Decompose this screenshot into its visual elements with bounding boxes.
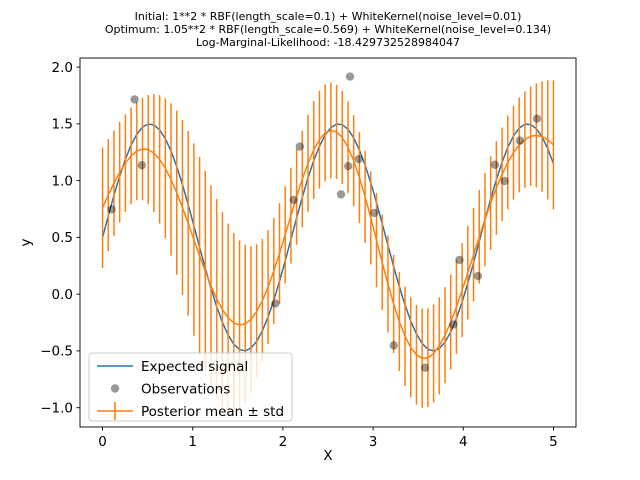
observation-dot xyxy=(473,271,483,281)
legend: Expected signal Observations Posterior mea… xyxy=(88,352,293,422)
observation-dot xyxy=(515,136,525,145)
title-line-optimum: Optimum: 1.05**2 * RBF(length_scale=0.56… xyxy=(104,23,552,37)
x-tick-label: 1 xyxy=(188,434,197,450)
observation-dot xyxy=(295,142,305,151)
x-tick-label: 3 xyxy=(369,434,378,450)
legend-label: Observations xyxy=(141,382,230,398)
observation-dot xyxy=(271,299,280,308)
y-axis: −1.0 −0.5 0.0 0.5 1.0 1.5 2.0 y xyxy=(18,60,80,417)
y-tick-label: 0.0 xyxy=(52,287,73,303)
x-axis: 0 1 2 3 4 5 X xyxy=(98,427,558,464)
y-tick-label: −1.0 xyxy=(40,401,73,417)
x-tick-label: 2 xyxy=(279,434,288,450)
y-tick-label: −0.5 xyxy=(40,344,73,360)
expected-signal-line xyxy=(101,123,555,352)
x-tick-label: 0 xyxy=(98,434,107,450)
legend-dot-sample xyxy=(110,384,120,393)
observation-dot xyxy=(449,320,458,329)
chart-title: Initial: 1**2 * RBF(length_scale=0.1) + … xyxy=(80,10,576,50)
observation-dot xyxy=(389,341,398,350)
y-tick-label: 0.5 xyxy=(52,230,73,246)
y-tick-label: 1.0 xyxy=(52,173,73,189)
y-axis-label: y xyxy=(18,239,34,247)
observations-points xyxy=(107,72,542,372)
observation-dot xyxy=(344,161,353,171)
observation-dot xyxy=(345,72,355,81)
posterior-mean-line xyxy=(101,129,554,359)
legend-label: Expected signal xyxy=(141,359,248,375)
observation-dot xyxy=(455,255,464,265)
x-tick-label: 4 xyxy=(459,434,468,450)
observation-dot xyxy=(490,160,500,169)
observation-dot xyxy=(370,208,379,218)
observation-dot xyxy=(500,176,509,186)
x-tick-label: 5 xyxy=(549,434,558,450)
legend-label: Posterior mean ± std xyxy=(141,404,284,420)
observation-dot xyxy=(532,114,542,123)
observation-dot xyxy=(354,154,363,164)
legend-box xyxy=(88,352,293,422)
title-line-lml: Log-Marginal-Likelihood: -18.42973252898… xyxy=(195,36,461,50)
title-line-initial: Initial: 1**2 * RBF(length_scale=0.1) + … xyxy=(134,10,522,23)
y-tick-label: 1.5 xyxy=(52,117,73,133)
x-axis-label: X xyxy=(323,448,332,464)
observation-dot xyxy=(130,95,139,104)
observation-dot xyxy=(289,195,298,204)
y-tick-label: 2.0 xyxy=(52,60,73,76)
observation-dot xyxy=(420,363,430,372)
observation-dot xyxy=(107,205,116,214)
axes-spines xyxy=(79,57,577,428)
observation-dot xyxy=(137,161,147,170)
observation-dot xyxy=(336,190,346,199)
